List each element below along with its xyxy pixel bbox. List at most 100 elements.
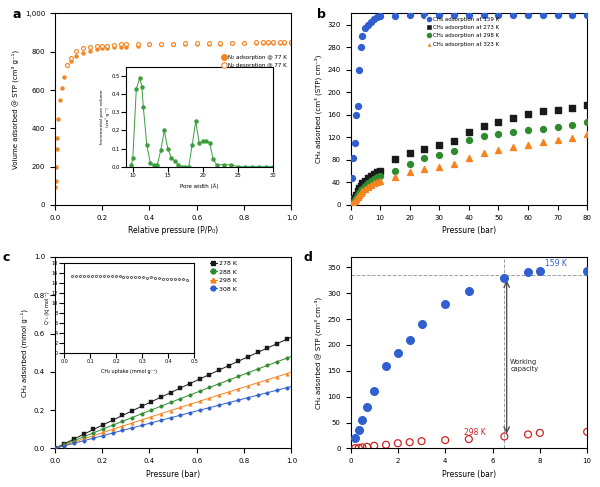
X-axis label: Pressure (bar): Pressure (bar) xyxy=(146,469,200,479)
Point xyxy=(350,139,360,147)
Point xyxy=(508,11,518,19)
X-axis label: Pressure (bar): Pressure (bar) xyxy=(442,226,496,235)
Point xyxy=(347,200,357,207)
Point xyxy=(553,106,562,113)
Legend: CH₄ adsorption at 159 K, CH₄ adsorption at 273 K, CH₄ adsorption at 298 K, CH₄ a: CH₄ adsorption at 159 K, CH₄ adsorption … xyxy=(424,14,501,49)
Point xyxy=(449,11,459,19)
Point xyxy=(434,11,444,19)
Point xyxy=(449,137,459,145)
Point xyxy=(464,435,473,443)
Point xyxy=(417,320,427,328)
Point xyxy=(568,134,577,142)
Point xyxy=(381,441,391,449)
Point xyxy=(361,24,370,32)
Point xyxy=(352,111,361,119)
Point xyxy=(355,188,364,196)
Point xyxy=(364,180,373,187)
Point xyxy=(568,11,577,19)
Point xyxy=(538,125,548,133)
Point xyxy=(508,143,518,151)
Point xyxy=(352,191,361,199)
Point xyxy=(375,167,385,174)
Point xyxy=(350,444,360,452)
Point xyxy=(434,151,444,159)
Point xyxy=(393,439,403,447)
Point xyxy=(375,172,385,180)
Point xyxy=(364,183,373,191)
Point xyxy=(523,11,533,19)
Point xyxy=(350,434,360,442)
Point xyxy=(347,200,357,208)
Point xyxy=(390,12,400,19)
Point xyxy=(350,196,360,204)
Point xyxy=(553,11,562,19)
Point xyxy=(375,12,385,20)
Text: 298 K: 298 K xyxy=(464,429,486,437)
Y-axis label: Volume adsorbed @ STP (cm³ g⁻¹): Volume adsorbed @ STP (cm³ g⁻¹) xyxy=(12,50,19,169)
Point xyxy=(449,160,459,168)
Point xyxy=(494,130,503,138)
Point xyxy=(523,126,533,134)
Point xyxy=(434,163,444,171)
Point xyxy=(370,170,379,178)
Point xyxy=(405,149,415,157)
Point xyxy=(405,160,415,168)
Point xyxy=(346,201,356,208)
Point xyxy=(417,437,427,445)
Point xyxy=(479,149,488,157)
Point xyxy=(346,201,356,208)
Y-axis label: CH₄ adsorbed (cm³ (STP) cm⁻³): CH₄ adsorbed (cm³ (STP) cm⁻³) xyxy=(314,55,322,163)
X-axis label: Relative pressure (P/P₀): Relative pressure (P/P₀) xyxy=(128,226,218,235)
Point xyxy=(349,198,358,206)
Point xyxy=(500,274,509,281)
Point xyxy=(347,174,357,182)
Point xyxy=(358,32,367,40)
Point xyxy=(568,122,577,130)
Point xyxy=(538,138,548,146)
Point xyxy=(356,43,365,51)
Point xyxy=(346,201,356,208)
Point xyxy=(583,101,592,109)
Point xyxy=(494,11,503,19)
Point xyxy=(373,173,382,181)
Point xyxy=(538,108,548,115)
Point xyxy=(538,11,548,19)
Point xyxy=(356,187,365,194)
Point xyxy=(358,185,367,192)
Text: c: c xyxy=(3,251,10,264)
Point xyxy=(583,428,592,436)
Point xyxy=(449,148,459,155)
Point xyxy=(523,110,533,117)
Point xyxy=(464,136,473,144)
Point xyxy=(390,167,400,174)
Point xyxy=(494,118,503,126)
Point xyxy=(349,197,358,205)
Point xyxy=(356,182,365,189)
Point xyxy=(347,199,357,207)
Point xyxy=(358,187,367,195)
Point xyxy=(419,145,429,152)
Point xyxy=(367,181,376,189)
Point xyxy=(355,191,364,199)
Point xyxy=(373,178,382,186)
Point xyxy=(373,14,382,21)
Point xyxy=(583,130,592,138)
Point xyxy=(358,180,367,187)
Point xyxy=(370,388,379,395)
Point xyxy=(583,118,592,126)
Point xyxy=(358,416,367,424)
Point xyxy=(479,11,488,19)
Point xyxy=(364,21,373,29)
Point xyxy=(353,187,363,195)
Point xyxy=(370,442,379,450)
Point xyxy=(464,11,473,19)
Point xyxy=(500,432,509,440)
Point xyxy=(353,193,363,201)
Point xyxy=(508,128,518,135)
Point xyxy=(419,165,429,173)
Point xyxy=(350,194,360,202)
Point xyxy=(553,136,562,144)
Point xyxy=(373,169,382,176)
Point xyxy=(349,154,358,162)
Point xyxy=(361,185,370,193)
